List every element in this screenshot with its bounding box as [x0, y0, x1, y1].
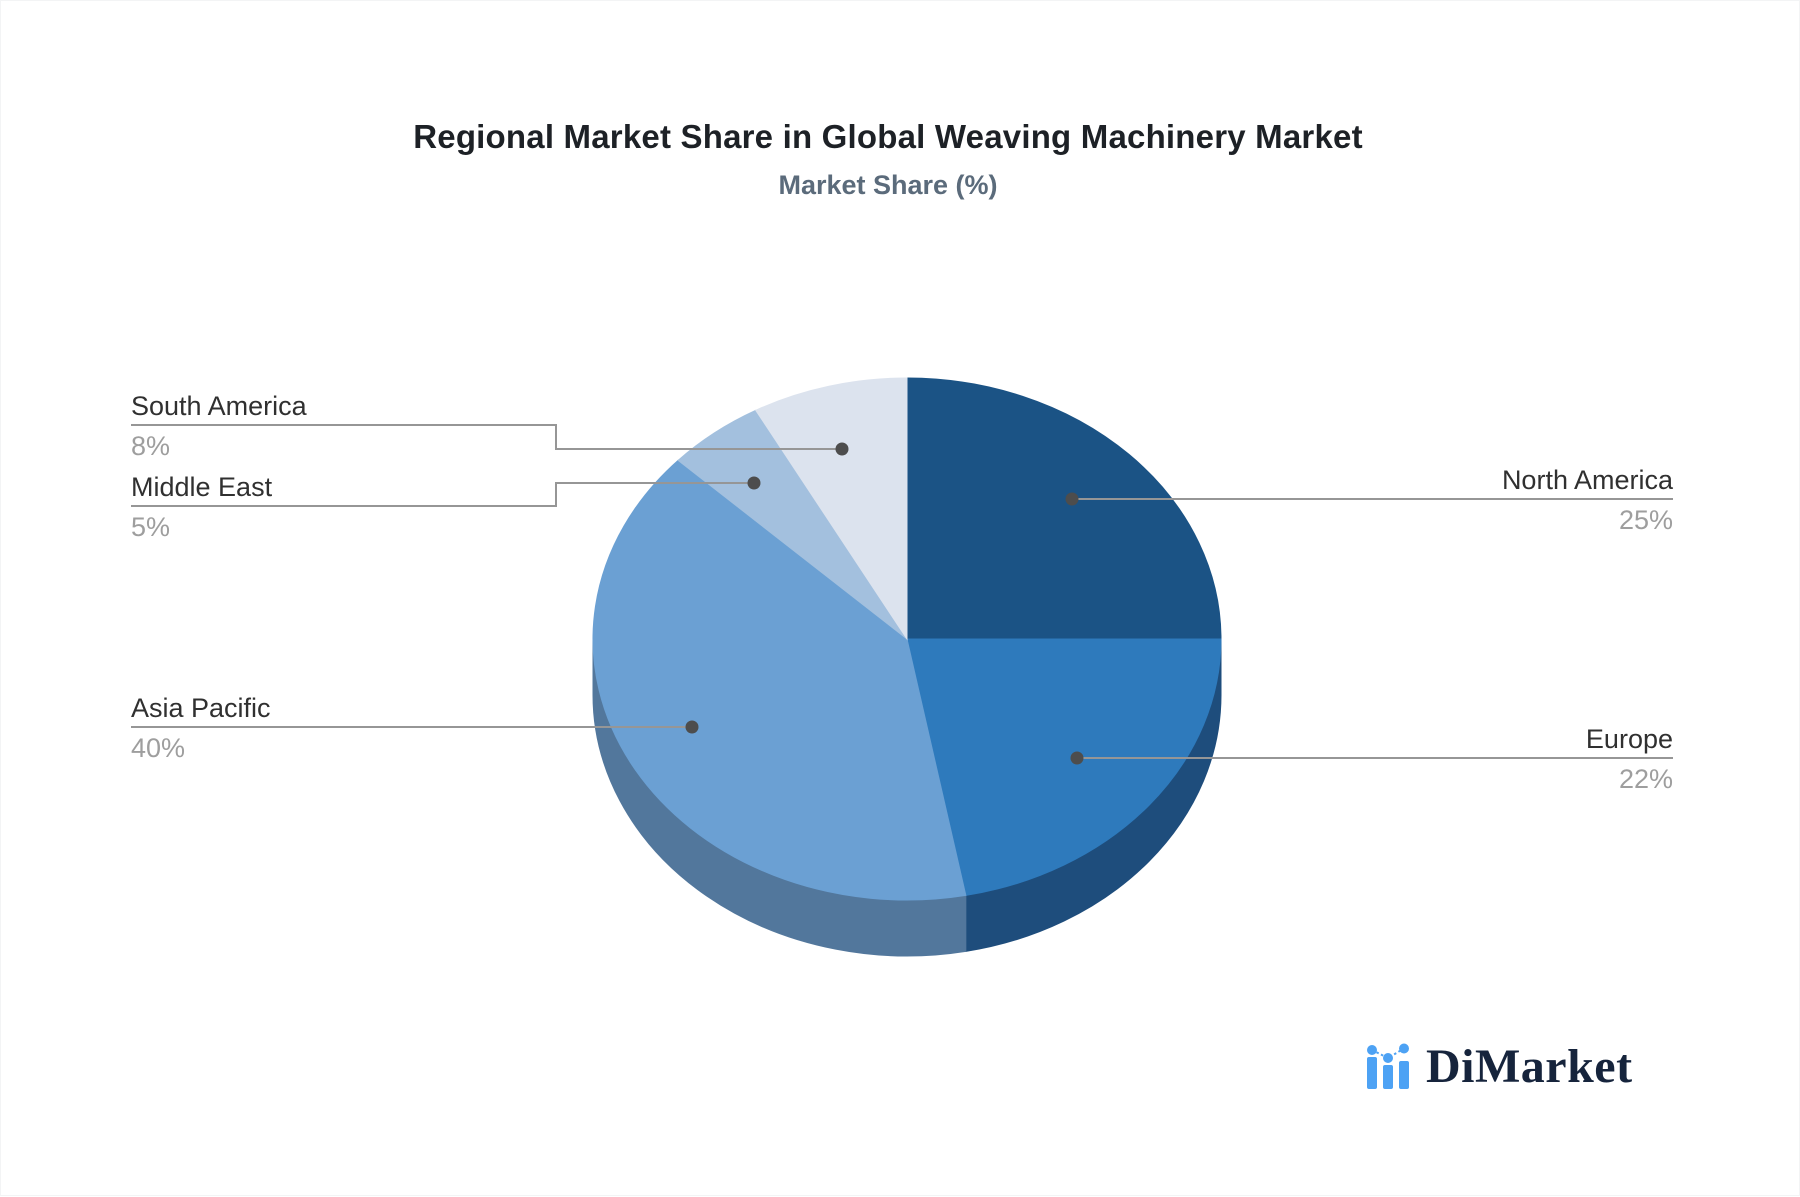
- slice-pct-north-america: 25%: [1619, 505, 1673, 535]
- pie-slice-south-america: [754, 377, 908, 641]
- slice-pct-middle-east: 5%: [131, 512, 170, 542]
- callout-dot-asia-pacific: [685, 720, 699, 734]
- slice-label-middle-east: Middle East: [131, 472, 273, 502]
- brand-name: DiMarket: [1426, 1040, 1633, 1093]
- slice-label-north-america: North America: [1502, 465, 1674, 495]
- callout-dot-europe: [1070, 751, 1084, 765]
- callout-line-middle-east: [131, 482, 754, 507]
- slice-label-europe: Europe: [1586, 724, 1673, 754]
- callout-dot-middle-east: [747, 476, 761, 490]
- slice-pct-europe: 22%: [1619, 764, 1673, 794]
- pie-slice-asia-pacific: [592, 459, 967, 901]
- slice-label-south-america: South America: [131, 391, 308, 421]
- pie-slice-europe: [906, 638, 1222, 896]
- chart-title: Regional Market Share in Global Weaving …: [413, 118, 1363, 155]
- callout-dot-south-america: [835, 442, 849, 456]
- brand-logo: DiMarket: [1367, 1040, 1633, 1093]
- callout-dot-north-america: [1065, 492, 1079, 506]
- chart-subtitle: Market Share (%): [778, 170, 998, 200]
- pie-slice-north-america: [906, 377, 1222, 640]
- slice-pct-asia-pacific: 40%: [131, 733, 185, 763]
- callout-line-south-america: [131, 424, 842, 450]
- bar-chart-logo-icon: [1367, 1043, 1413, 1089]
- slice-label-asia-pacific: Asia Pacific: [131, 693, 271, 723]
- slice-pct-south-america: 8%: [131, 431, 170, 461]
